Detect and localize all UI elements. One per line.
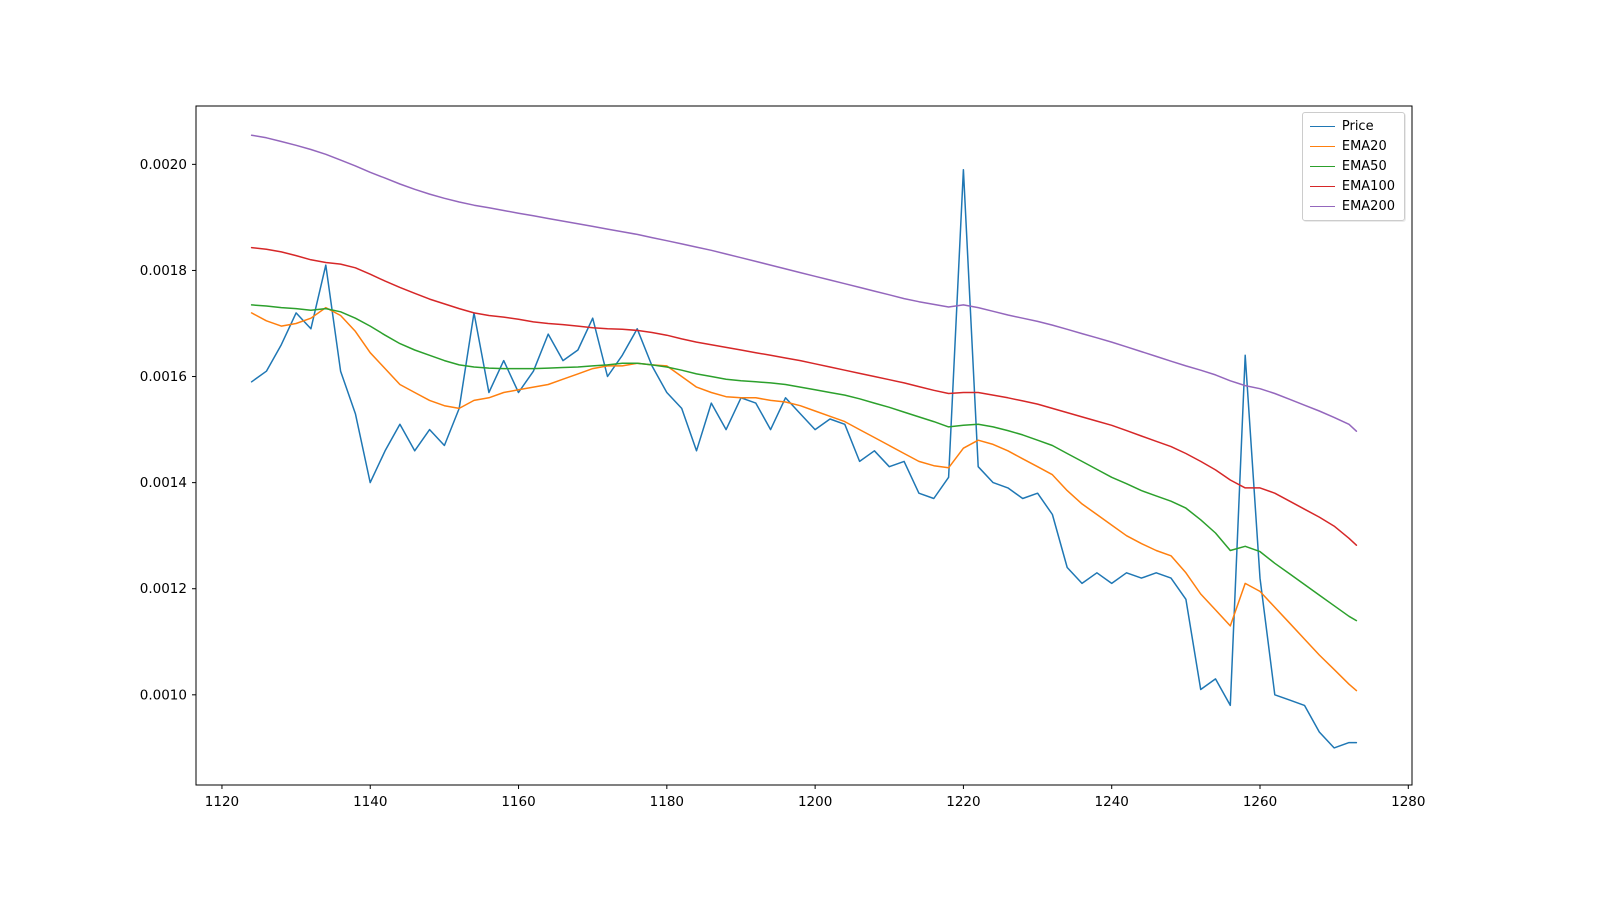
x-tick-label: 1260 <box>1243 794 1277 810</box>
x-tick-label: 1160 <box>501 794 535 810</box>
legend-line-swatch <box>1309 186 1335 187</box>
legend-line-swatch <box>1309 166 1335 167</box>
y-tick-label: 0.0010 <box>140 687 187 703</box>
x-tick-label: 1280 <box>1391 794 1425 810</box>
legend-label: EMA50 <box>1341 159 1387 174</box>
y-tick-label: 0.0012 <box>140 581 187 597</box>
x-tick-label: 1220 <box>946 794 980 810</box>
series-line-ema50 <box>250 304 1358 622</box>
legend-line-swatch <box>1309 146 1335 147</box>
legend: Price EMA20 EMA50 EMA100 EMA200 <box>1301 112 1405 221</box>
y-tick-label: 0.0014 <box>140 475 187 491</box>
x-tick-label: 1200 <box>798 794 832 810</box>
series-line-price <box>250 168 1358 749</box>
x-tick-label: 1140 <box>353 794 387 810</box>
x-tick-label: 1240 <box>1095 794 1129 810</box>
legend-label: EMA200 <box>1341 199 1395 214</box>
legend-line-swatch <box>1309 206 1335 207</box>
legend-line-swatch <box>1309 126 1335 127</box>
legend-label: EMA20 <box>1341 139 1387 154</box>
series-line-ema200 <box>250 134 1358 432</box>
legend-item-ema20: EMA20 <box>1309 138 1395 155</box>
x-tick-label: 1120 <box>205 794 239 810</box>
y-tick-label: 0.0020 <box>140 157 187 173</box>
legend-item-ema200: EMA200 <box>1309 198 1395 215</box>
y-tick-label: 0.0016 <box>140 369 187 385</box>
series-line-ema100 <box>250 246 1358 546</box>
legend-item-ema50: EMA50 <box>1309 158 1395 175</box>
legend-item-price: Price <box>1309 118 1395 135</box>
legend-label: Price <box>1341 119 1374 134</box>
legend-item-ema100: EMA100 <box>1309 178 1395 195</box>
x-tick-label: 1180 <box>650 794 684 810</box>
plot-frame <box>195 105 1413 786</box>
series-line-ema20 <box>250 306 1358 692</box>
legend-label: EMA100 <box>1341 179 1395 194</box>
y-tick-label: 0.0018 <box>140 263 187 279</box>
